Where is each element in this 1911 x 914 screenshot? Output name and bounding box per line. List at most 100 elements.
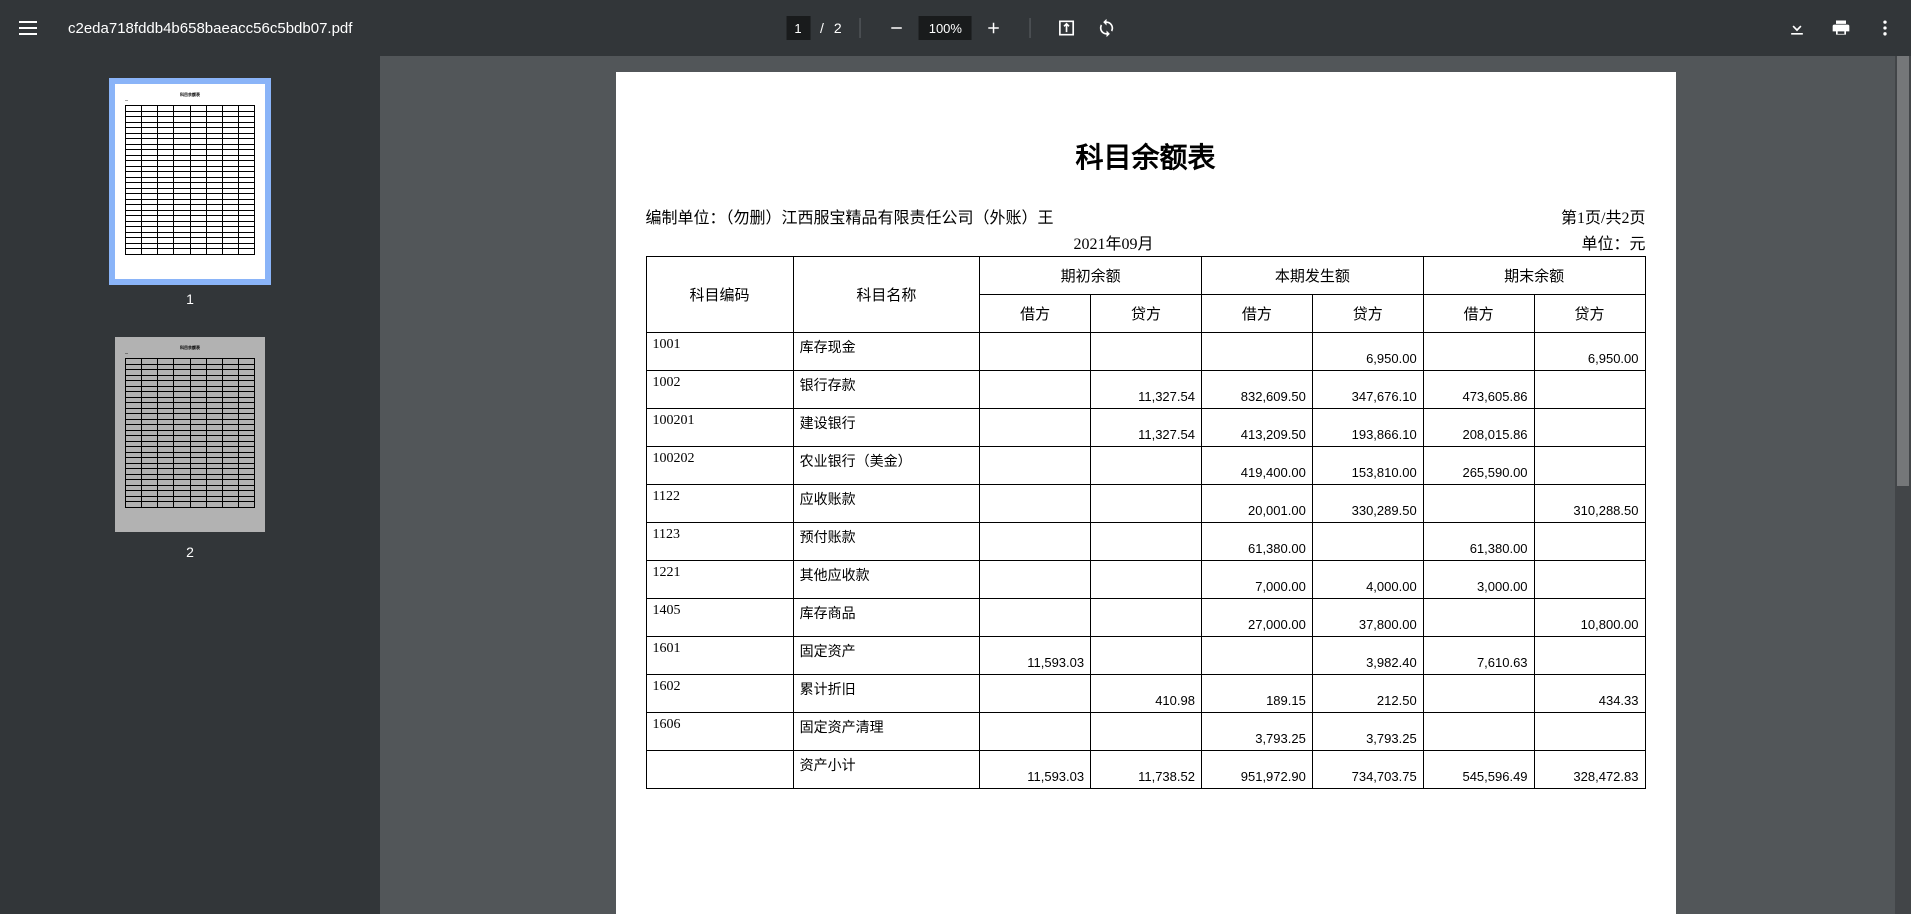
cell-opening-credit xyxy=(1091,485,1202,523)
cell-code xyxy=(646,751,793,789)
cell-closing-debit: 545,596.49 xyxy=(1423,751,1534,789)
cell-opening-debit xyxy=(980,447,1091,485)
table-row: 1002银行存款11,327.54832,609.50347,676.10473… xyxy=(646,371,1645,409)
more-vert-icon xyxy=(1875,18,1895,38)
cell-opening-credit: 11,738.52 xyxy=(1091,751,1202,789)
table-row: 1602累计折旧410.98189.15212.50434.33 xyxy=(646,675,1645,713)
cell-closing-debit xyxy=(1423,675,1534,713)
thumbnail-page-1[interactable]: 科目余额表 xxx xyxy=(115,84,265,279)
cell-current-debit xyxy=(1201,637,1312,675)
cell-current-debit: 20,001.00 xyxy=(1201,485,1312,523)
cell-closing-debit xyxy=(1423,485,1534,523)
cell-current-debit: 61,380.00 xyxy=(1201,523,1312,561)
org-label: 编制单位： xyxy=(646,210,726,227)
cell-opening-debit xyxy=(980,561,1091,599)
page-zoom-controls: / 2 100% xyxy=(786,10,1125,46)
cell-name: 库存现金 xyxy=(793,333,980,371)
cell-closing-credit: 328,472.83 xyxy=(1534,751,1645,789)
cell-current-credit: 3,982.40 xyxy=(1312,637,1423,675)
page-number-input[interactable] xyxy=(786,16,810,40)
cell-code: 100201 xyxy=(646,409,793,447)
cell-closing-debit xyxy=(1423,333,1534,371)
thumbnail-page-2[interactable]: 科目余额表 xxx xyxy=(115,337,265,532)
more-button[interactable] xyxy=(1867,10,1903,46)
zoom-level-display[interactable]: 100% xyxy=(919,16,972,40)
cell-name: 预付账款 xyxy=(793,523,980,561)
main-document-view[interactable]: 科目余额表 编制单位：（勿删）江西服宝精品有限责任公司（外账）王 第1页/共2页… xyxy=(380,56,1911,914)
thumbnail-item[interactable]: 科目余额表 xxx xyxy=(115,84,265,307)
pdf-toolbar: c2eda718fddb4b658baeacc56c5bdb07.pdf / 2… xyxy=(0,0,1911,56)
rotate-icon xyxy=(1097,18,1117,38)
rotate-button[interactable] xyxy=(1089,10,1125,46)
pdf-page: 科目余额表 编制单位：（勿删）江西服宝精品有限责任公司（外账）王 第1页/共2页… xyxy=(616,72,1676,914)
cell-current-credit xyxy=(1312,523,1423,561)
cell-current-credit: 193,866.10 xyxy=(1312,409,1423,447)
print-icon xyxy=(1831,18,1851,38)
page-separator: / xyxy=(820,20,824,36)
cell-opening-debit xyxy=(980,675,1091,713)
toolbar-divider xyxy=(860,18,861,38)
cell-name: 库存商品 xyxy=(793,599,980,637)
cell-opening-credit xyxy=(1091,561,1202,599)
cell-current-credit: 212.50 xyxy=(1312,675,1423,713)
doc-meta-row: 编制单位：（勿删）江西服宝精品有限责任公司（外账）王 第1页/共2页 xyxy=(646,204,1646,228)
cell-opening-debit xyxy=(980,485,1091,523)
table-row: 1122应收账款20,001.00330,289.50310,288.50 xyxy=(646,485,1645,523)
page-total: 2 xyxy=(834,20,842,36)
toolbar-divider xyxy=(1030,18,1031,38)
cell-opening-credit xyxy=(1091,599,1202,637)
table-row: 1601固定资产11,593.03 3,982.407,610.63 xyxy=(646,637,1645,675)
cell-closing-credit xyxy=(1534,523,1645,561)
table-row: 资产小计11,593.0311,738.52951,972.90734,703.… xyxy=(646,751,1645,789)
cell-code: 100202 xyxy=(646,447,793,485)
download-button[interactable] xyxy=(1779,10,1815,46)
zoom-in-button[interactable] xyxy=(976,10,1012,46)
table-row: 100202农业银行（美金）419,400.00153,810.00265,59… xyxy=(646,447,1645,485)
cell-closing-debit xyxy=(1423,599,1534,637)
th-opening: 期初余额 xyxy=(980,257,1202,295)
cell-opening-debit: 11,593.03 xyxy=(980,637,1091,675)
th-current: 本期发生额 xyxy=(1201,257,1423,295)
thumbnail-sidebar: 科目余额表 xxx xyxy=(0,56,380,914)
fit-page-button[interactable] xyxy=(1049,10,1085,46)
table-row: 1606固定资产清理3,793.253,793.25 xyxy=(646,713,1645,751)
cell-current-debit: 189.15 xyxy=(1201,675,1312,713)
print-button[interactable] xyxy=(1823,10,1859,46)
menu-button[interactable] xyxy=(8,8,48,48)
cell-opening-credit xyxy=(1091,637,1202,675)
scrollbar-thumb[interactable] xyxy=(1897,56,1909,486)
page-info: 第1页/共2页 xyxy=(1561,204,1645,228)
minus-icon xyxy=(888,19,906,37)
cell-current-credit: 3,793.25 xyxy=(1312,713,1423,751)
thumb-title: 科目余额表 xyxy=(125,92,255,98)
thumbnail-label: 2 xyxy=(186,544,194,560)
thumbnail-item[interactable]: 科目余额表 xxx xyxy=(115,337,265,560)
cell-current-debit: 832,609.50 xyxy=(1201,371,1312,409)
content-area: 科目余额表 xxx xyxy=(0,56,1911,914)
th-opening-debit: 借方 xyxy=(980,295,1091,333)
cell-current-credit: 6,950.00 xyxy=(1312,333,1423,371)
filename-label: c2eda718fddb4b658baeacc56c5bdb07.pdf xyxy=(68,20,352,37)
cell-code: 1601 xyxy=(646,637,793,675)
th-closing-debit: 借方 xyxy=(1423,295,1534,333)
zoom-out-button[interactable] xyxy=(879,10,915,46)
plus-icon xyxy=(985,19,1003,37)
cell-name: 固定资产清理 xyxy=(793,713,980,751)
th-current-credit: 贷方 xyxy=(1312,295,1423,333)
th-closing: 期末余额 xyxy=(1423,257,1645,295)
cell-closing-credit: 6,950.00 xyxy=(1534,333,1645,371)
cell-name: 固定资产 xyxy=(793,637,980,675)
cell-code: 1405 xyxy=(646,599,793,637)
vertical-scrollbar[interactable] xyxy=(1895,56,1911,914)
table-row: 1221其他应收款7,000.004,000.003,000.00 xyxy=(646,561,1645,599)
th-opening-credit: 贷方 xyxy=(1091,295,1202,333)
cell-current-debit: 951,972.90 xyxy=(1201,751,1312,789)
cell-closing-credit xyxy=(1534,637,1645,675)
thumb-meta: xxx xyxy=(125,353,255,355)
cell-closing-credit: 434.33 xyxy=(1534,675,1645,713)
toolbar-right xyxy=(1779,10,1903,46)
cell-code: 1001 xyxy=(646,333,793,371)
cell-closing-debit: 7,610.63 xyxy=(1423,637,1534,675)
cell-closing-debit: 473,605.86 xyxy=(1423,371,1534,409)
table-row: 1001库存现金 6,950.00 6,950.00 xyxy=(646,333,1645,371)
